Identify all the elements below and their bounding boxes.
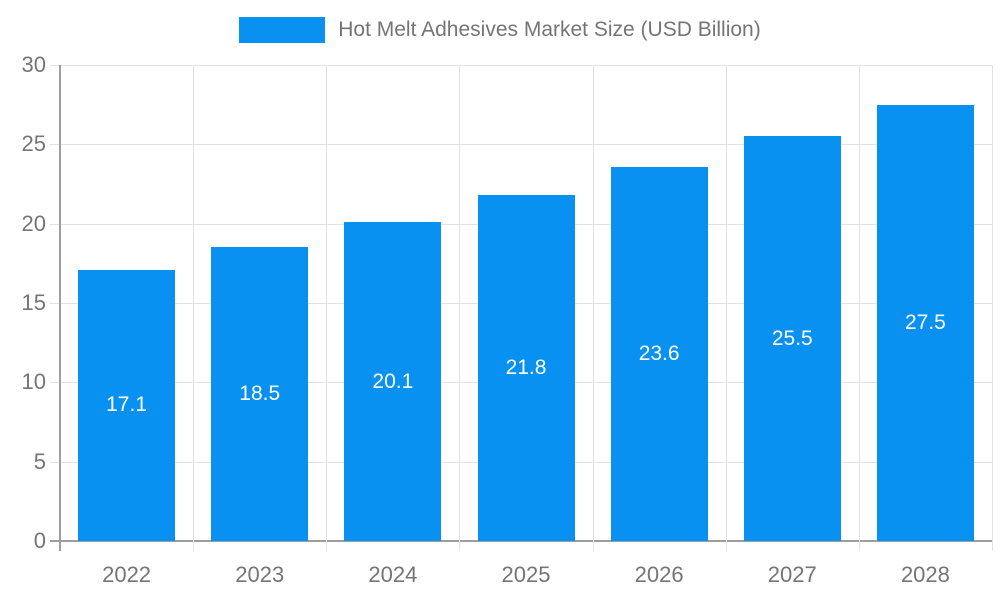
gridline-vertical [326, 65, 328, 541]
x-axis-tick [592, 541, 594, 551]
gridline-vertical [193, 65, 195, 541]
x-axis-tick [326, 541, 328, 551]
x-axis-tick [725, 541, 727, 551]
x-axis-tick [193, 541, 195, 551]
x-axis-tick [459, 541, 461, 551]
gridline-vertical [725, 65, 727, 541]
y-axis-tick-label: 15 [21, 290, 46, 315]
bar-value-label: 20.1 [372, 369, 414, 393]
x-axis-tick-label: 2028 [900, 562, 950, 587]
y-axis-tick-label: 30 [21, 52, 46, 77]
gridline-horizontal [50, 65, 992, 66]
y-axis-tick-label: 20 [21, 210, 46, 236]
x-axis-tick-label: 2022 [102, 562, 152, 587]
x-axis-tick-label: 2026 [634, 562, 684, 587]
bar [477, 195, 575, 541]
bar-value-label: 27.5 [904, 310, 946, 334]
bar [78, 269, 176, 541]
legend-swatch [239, 17, 326, 43]
chart-legend: Hot Melt Adhesives Market Size (USD Bill… [0, 17, 1000, 43]
chart-title: Hot Melt Adhesives Market Size (USD Bill… [338, 18, 761, 41]
x-axis-line [50, 540, 992, 542]
bar [211, 247, 309, 541]
gridline-vertical [858, 65, 860, 541]
x-axis-tick [858, 541, 860, 551]
bar-value-label: 21.8 [505, 356, 547, 380]
gridline-vertical [592, 65, 594, 541]
x-axis-tick-label: 2023 [235, 562, 285, 587]
y-axis-tick-label: 10 [21, 369, 46, 395]
gridline-horizontal [50, 144, 992, 146]
bar [344, 222, 442, 541]
bar-value-label: 23.6 [638, 341, 680, 365]
gridline-vertical [459, 65, 461, 541]
gridline-vertical [992, 65, 993, 541]
y-axis-tick-label: 0 [33, 528, 46, 553]
x-axis-tick-label: 2024 [368, 562, 418, 587]
bar [610, 166, 708, 541]
bar-value-label: 18.5 [239, 382, 281, 406]
y-axis-line [59, 65, 61, 551]
x-axis-tick-label: 2025 [501, 562, 551, 587]
bar [743, 136, 841, 541]
y-axis-tick-label: 5 [33, 448, 46, 474]
x-axis-tick-label: 2027 [767, 562, 817, 587]
x-axis-tick [992, 541, 993, 551]
bar-value-label: 17.1 [106, 393, 147, 417]
bar-value-label: 25.5 [771, 326, 813, 350]
bar [876, 104, 974, 541]
y-axis-tick-label: 25 [21, 131, 46, 157]
